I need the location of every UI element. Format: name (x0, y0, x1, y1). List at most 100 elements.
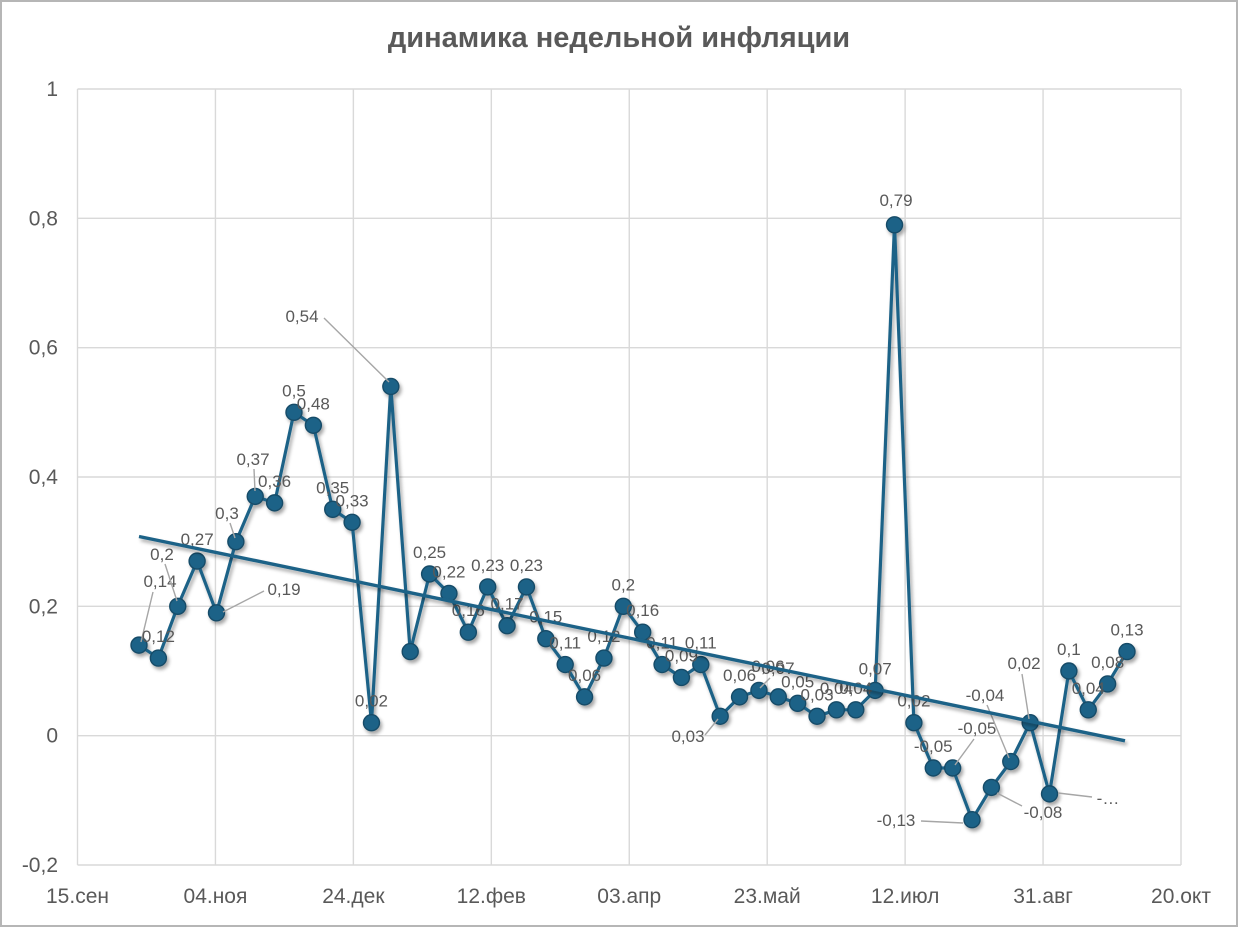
data-point-marker (788, 694, 807, 713)
data-point-label: 0,35 (316, 478, 349, 497)
data-point-marker (227, 532, 245, 551)
data-point-marker (1118, 642, 1136, 661)
series-path (138, 223, 1129, 822)
data-point-marker (304, 416, 323, 434)
data-point-label: 0,05 (781, 672, 814, 691)
data-point-marker (382, 377, 400, 396)
data-point-label: -0,04 (966, 686, 1005, 705)
x-tick-label: 12.июл (871, 885, 939, 908)
data-point-label: -0,05 (914, 737, 953, 756)
data-point-label: 0,23 (510, 556, 543, 575)
data-point-marker (924, 759, 942, 777)
label-leader-line (704, 718, 719, 736)
x-tick-label: 12.фев (457, 885, 526, 908)
data-point-marker (943, 759, 962, 777)
data-point-label: -0,05 (958, 719, 997, 738)
data-point-marker (556, 655, 574, 674)
data-point-marker (692, 655, 710, 674)
x-tick-label: 24.дек (322, 885, 385, 908)
data-point-label: 0,5 (282, 381, 306, 400)
data-point-label: 0,36 (258, 472, 291, 491)
data-point-marker (285, 403, 303, 422)
data-point-marker (750, 681, 768, 700)
data-point-label: 0,19 (267, 580, 300, 599)
data-point-marker (1060, 662, 1078, 680)
data-point-marker (265, 494, 284, 512)
data-point-label: 0,25 (413, 543, 446, 562)
label-leader-line (229, 522, 236, 539)
data-point-marker (1079, 701, 1097, 719)
y-tick-label: 0,6 (29, 337, 58, 360)
data-point-label: 0,03 (671, 727, 704, 746)
x-tick-label: 31.авг (1013, 885, 1073, 908)
data-point-marker (847, 701, 865, 719)
label-leader-line (920, 820, 964, 824)
trendline (138, 534, 1126, 743)
data-point-label: 0,3 (215, 504, 239, 523)
data-point-label: 0,11 (685, 634, 717, 653)
x-tick-label: 04.ноя (184, 885, 248, 908)
label-leader-line (222, 590, 265, 613)
series-group (130, 216, 1136, 829)
x-tick-label: 15.сен (46, 885, 109, 908)
data-point-marker (672, 668, 691, 687)
data-point-marker (595, 649, 613, 667)
label-leader-line (996, 792, 1023, 807)
label-leader-line (253, 468, 256, 492)
data-point-marker (614, 597, 633, 616)
data-point-label: 0,02 (355, 692, 388, 711)
data-point-marker (885, 216, 904, 234)
label-leader-line (1057, 792, 1093, 798)
data-point-marker (653, 655, 671, 674)
data-point-label: -0,13 (877, 811, 916, 830)
label-leader-line (323, 317, 390, 383)
data-point-label: 0,08 (1091, 653, 1124, 672)
data-point-marker (498, 617, 516, 635)
data-point-marker (169, 597, 187, 616)
data-point-marker (982, 778, 1001, 797)
data-point-marker (1040, 785, 1059, 803)
data-point-marker (324, 500, 342, 519)
label-leader-line (140, 591, 154, 643)
data-point-marker (130, 636, 148, 654)
data-point-marker (1098, 675, 1117, 693)
data-point-label: 0,48 (297, 394, 330, 413)
data-point-label: 0,12 (142, 627, 175, 646)
label-leader-line (954, 738, 975, 766)
data-point-label: 0,23 (471, 556, 504, 575)
data-point-marker (479, 578, 497, 596)
data-point-label: 0,06 (723, 666, 756, 685)
y-tick-label: 0,4 (29, 466, 59, 489)
y-tick-label: 0 (46, 725, 58, 748)
label-leader-line (1021, 673, 1030, 720)
data-point-marker (343, 513, 361, 531)
data-point-label: 0,1 (1057, 640, 1081, 659)
data-point-label: 0,04 (1072, 679, 1105, 698)
data-point-marker (420, 565, 439, 583)
data-point-label: 0,22 (432, 562, 465, 581)
y-tick-label: 0,8 (29, 207, 58, 230)
data-point-label: -0,08 (1024, 803, 1063, 822)
data-point-marker (207, 604, 226, 622)
data-point-label: -… (1097, 789, 1120, 808)
data-point-label: 0,07 (859, 659, 892, 678)
data-point-label: 0,2 (150, 545, 174, 564)
y-tick-label: 1 (46, 78, 58, 101)
data-point-label: 0,54 (285, 307, 318, 326)
data-point-marker (459, 623, 478, 641)
data-point-label: 0,37 (236, 450, 269, 469)
label-leader-line (759, 677, 771, 689)
data-point-marker (401, 642, 419, 661)
data-point-marker (1002, 752, 1020, 771)
data-point-label: 0,17 (491, 595, 524, 614)
data-point-label: 0,02 (1007, 654, 1040, 673)
data-point-label: 0,13 (1110, 621, 1143, 640)
data-point-marker (517, 578, 536, 596)
y-tick-label: -0,2 (22, 854, 58, 877)
data-point-marker (149, 649, 168, 667)
data-point-marker (362, 714, 381, 732)
label-leader-line (164, 563, 178, 602)
x-tick-label: 23.май (734, 885, 801, 908)
